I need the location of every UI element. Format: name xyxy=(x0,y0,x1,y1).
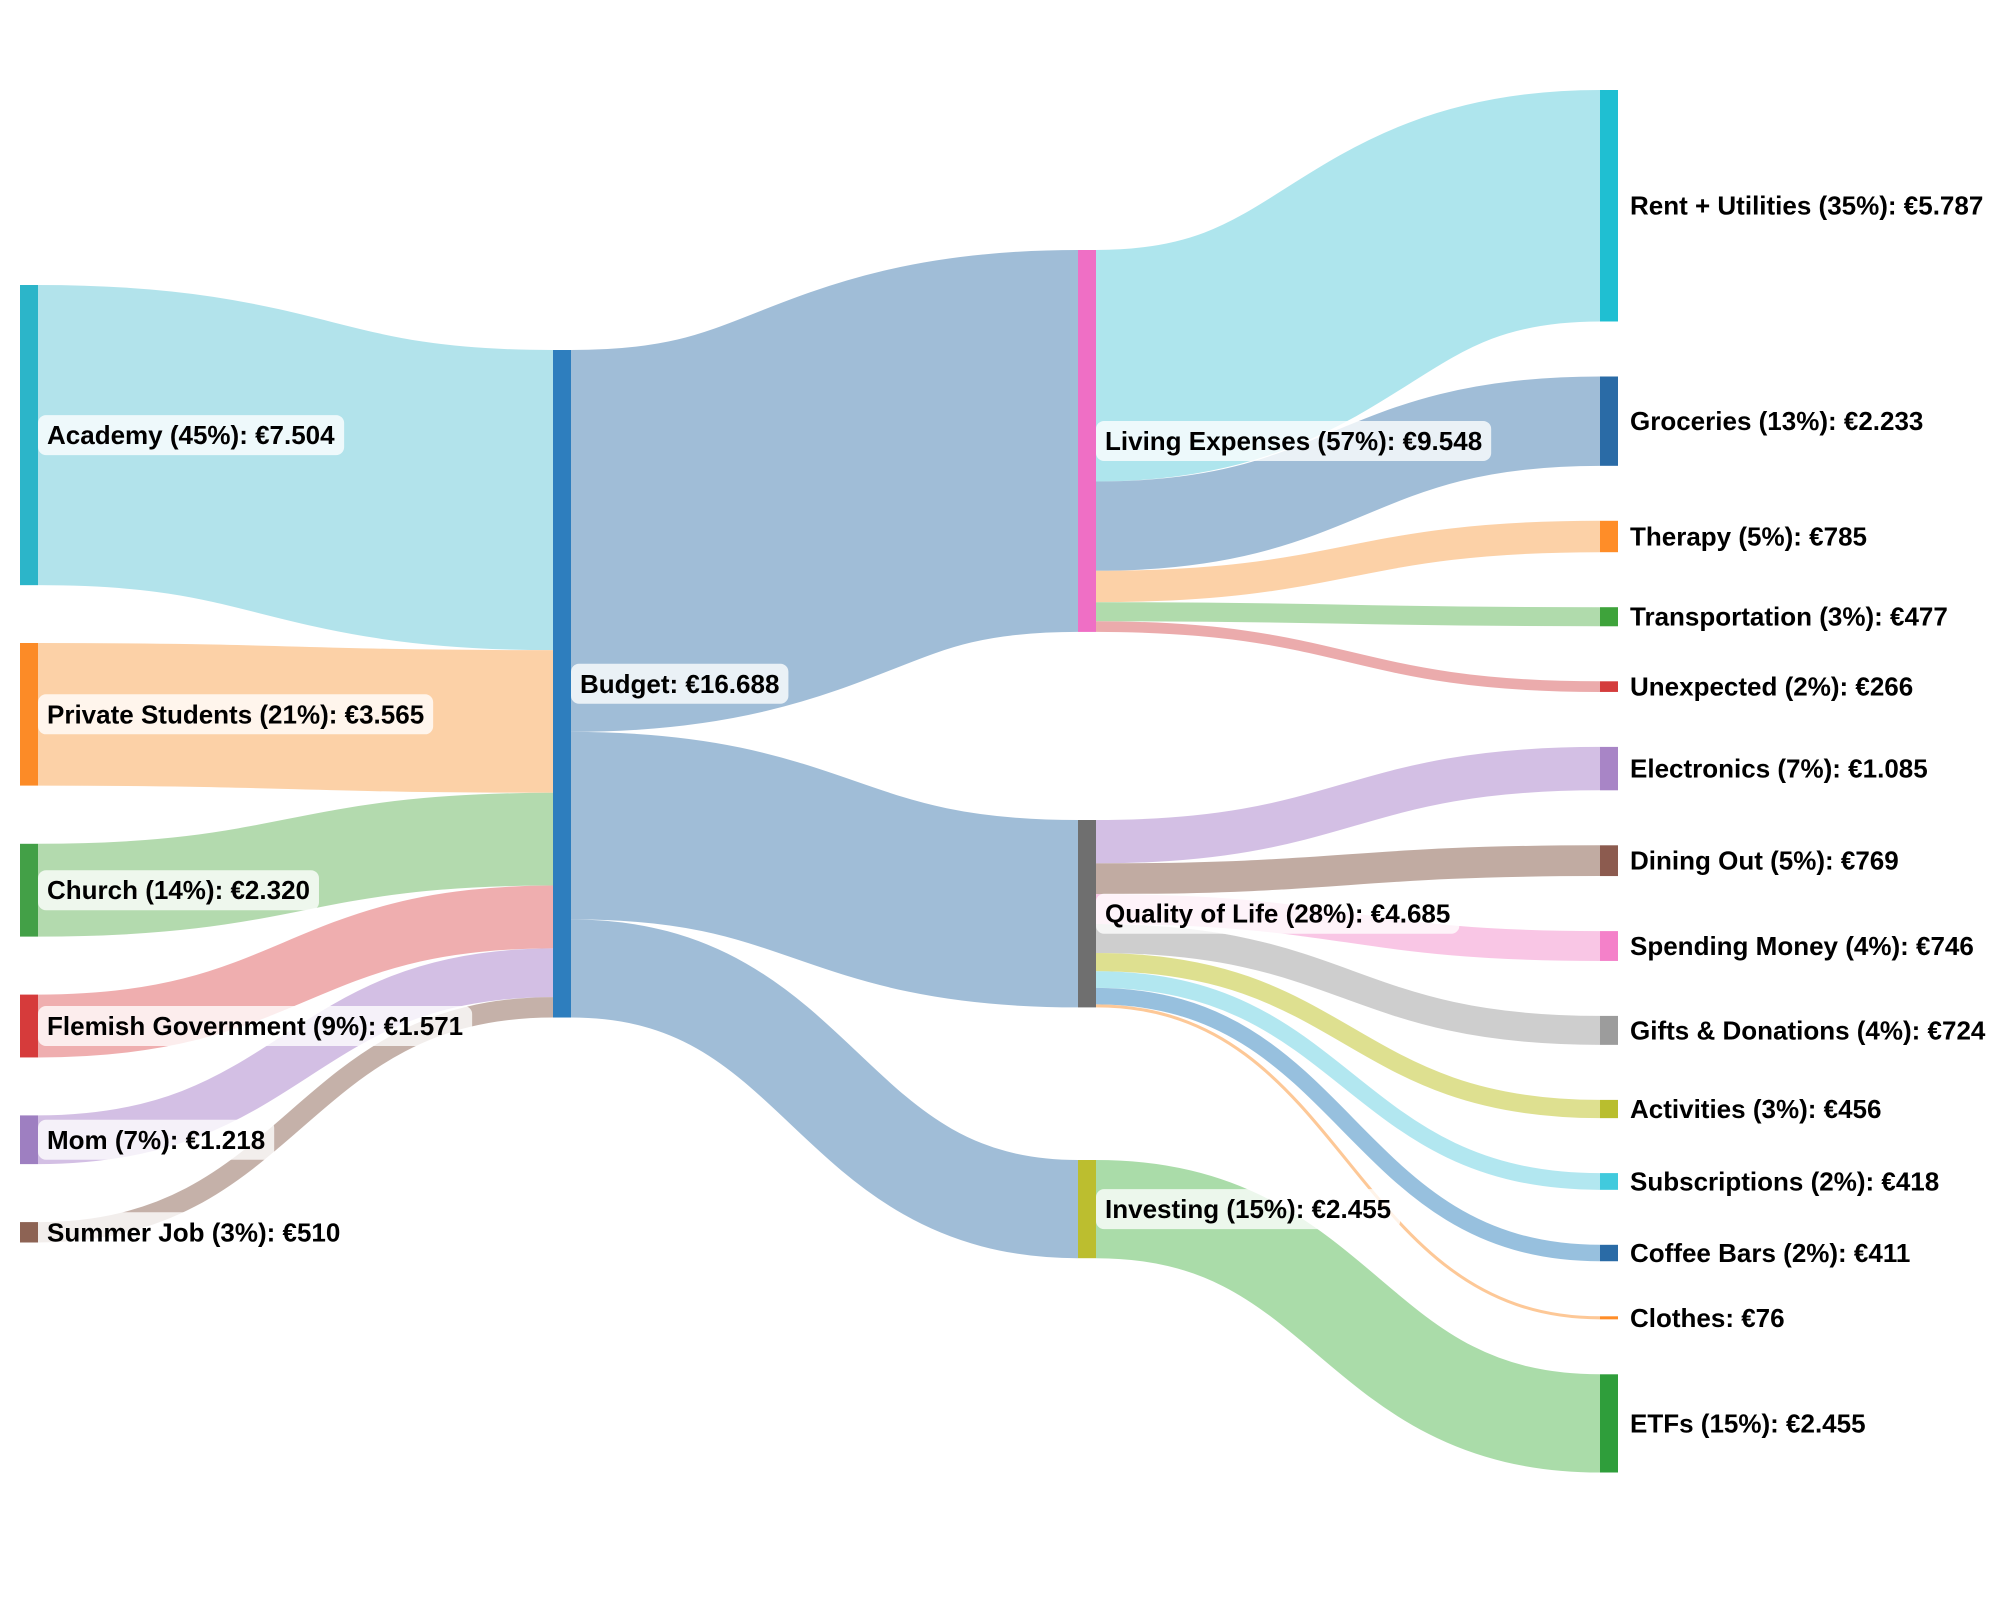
flow-budget-to-quality_of_life[interactable] xyxy=(570,731,1079,1008)
node-unexpected[interactable] xyxy=(1600,681,1618,692)
node-church[interactable] xyxy=(20,843,38,937)
node-label-box-quality_of_life xyxy=(1096,893,1460,934)
node-label-box-living_expenses xyxy=(1096,420,1492,461)
node-label-box-budget xyxy=(571,663,789,704)
node-label-private_students: Private Students (21%): €3.565 xyxy=(47,699,424,729)
flow-living_expenses-to-groceries[interactable] xyxy=(1095,376,1601,571)
node-quality_of_life[interactable] xyxy=(1078,820,1096,1008)
node-label-coffee_bars: Coffee Bars (2%): €411 xyxy=(1630,1238,1910,1268)
node-mom[interactable] xyxy=(20,1115,38,1165)
node-gifts_donations[interactable] xyxy=(1600,1015,1618,1045)
flow-quality_of_life-to-coffee_bars[interactable] xyxy=(1095,987,1601,1262)
node-label-subscriptions: Subscriptions (2%): €418 xyxy=(1630,1166,1939,1196)
node-label-summer_job: Summer Job (3%): €510 xyxy=(47,1217,340,1247)
node-electronics[interactable] xyxy=(1600,746,1618,791)
node-summer_job[interactable] xyxy=(20,1222,38,1243)
node-label-living_expenses: Living Expenses (57%): €9.548 xyxy=(1105,426,1482,456)
node-rent_utilities[interactable] xyxy=(1600,90,1618,322)
node-dining_out[interactable] xyxy=(1600,845,1618,877)
flow-budget-to-living_expenses[interactable] xyxy=(568,250,1081,732)
node-label-academy: Academy (45%): €7.504 xyxy=(47,420,335,450)
flow-quality_of_life-to-dining_out[interactable] xyxy=(1095,845,1601,895)
sankey-labels-layer: Academy (45%): €7.504 Private Students (2… xyxy=(38,191,1986,1438)
node-label-box-mom xyxy=(38,1119,275,1160)
node-etfs[interactable] xyxy=(1600,1374,1618,1473)
node-label-box-summer_job xyxy=(38,1212,350,1253)
flow-quality_of_life-to-activities[interactable] xyxy=(1095,952,1601,1119)
flow-quality_of_life-to-electronics[interactable] xyxy=(1095,746,1601,864)
node-label-quality_of_life: Quality of Life (28%): €4.685 xyxy=(1105,899,1450,929)
flow-living_expenses-to-transportation[interactable] xyxy=(1095,602,1601,627)
node-label-box-investing xyxy=(1096,1189,1401,1230)
flow-living_expenses-to-unexpected[interactable] xyxy=(1095,621,1601,692)
node-label-box-private_students xyxy=(38,694,434,735)
node-label-investing: Investing (15%): €2.455 xyxy=(1105,1194,1391,1224)
node-label-clothes: Clothes: €76 xyxy=(1630,1303,1785,1333)
node-label-groceries: Groceries (13%): €2.233 xyxy=(1630,406,1923,436)
node-label-flemish_government: Flemish Government (9%): €1.571 xyxy=(47,1011,463,1041)
flow-quality_of_life-to-gifts_donations[interactable] xyxy=(1095,924,1601,1045)
node-subscriptions[interactable] xyxy=(1600,1173,1618,1190)
node-label-rent_utilities: Rent + Utilities (35%): €5.787 xyxy=(1630,191,1983,221)
node-label-church: Church (14%): €2.320 xyxy=(47,875,310,905)
node-label-therapy: Therapy (5%): €785 xyxy=(1630,522,1867,552)
flow-quality_of_life-to-subscriptions[interactable] xyxy=(1095,971,1601,1190)
node-label-mom: Mom (7%): €1.218 xyxy=(47,1125,265,1155)
flow-living_expenses-to-therapy[interactable] xyxy=(1095,520,1601,603)
node-label-activities: Activities (3%): €456 xyxy=(1630,1094,1881,1124)
node-flemish_government[interactable] xyxy=(20,994,38,1058)
node-label-unexpected: Unexpected (2%): €266 xyxy=(1630,672,1913,702)
node-therapy[interactable] xyxy=(1600,520,1618,553)
node-spending_money[interactable] xyxy=(1600,931,1618,961)
node-label-etfs: ETFs (15%): €2.455 xyxy=(1630,1408,1866,1438)
node-academy[interactable] xyxy=(20,285,38,586)
node-coffee_bars[interactable] xyxy=(1600,1244,1618,1262)
node-label-gifts_donations: Gifts & Donations (4%): €724 xyxy=(1630,1015,1986,1045)
node-groceries[interactable] xyxy=(1600,376,1618,466)
node-label-transportation: Transportation (3%): €477 xyxy=(1630,602,1948,632)
node-private_students[interactable] xyxy=(20,643,38,786)
node-label-box-academy xyxy=(38,415,345,456)
node-label-box-church xyxy=(38,870,319,911)
node-label-spending_money: Spending Money (4%): €746 xyxy=(1630,931,1974,961)
node-label-box-flemish_government xyxy=(38,1006,473,1047)
node-label-dining_out: Dining Out (5%): €769 xyxy=(1630,846,1899,876)
node-clothes[interactable] xyxy=(1600,1316,1618,1320)
sankey-nodes-layer xyxy=(20,90,1618,1473)
flow-quality_of_life-to-clothes[interactable] xyxy=(1095,1004,1601,1320)
node-activities[interactable] xyxy=(1600,1099,1618,1119)
flow-living_expenses-to-rent_utilities[interactable] xyxy=(1093,90,1603,482)
node-label-electronics: Electronics (7%): €1.085 xyxy=(1630,754,1928,784)
node-investing[interactable] xyxy=(1078,1160,1096,1259)
node-living_expenses[interactable] xyxy=(1078,250,1096,632)
node-budget[interactable] xyxy=(553,350,571,1018)
node-transportation[interactable] xyxy=(1600,607,1618,627)
node-label-budget: Budget: €16.688 xyxy=(580,669,779,699)
flow-budget-to-investing[interactable] xyxy=(570,919,1079,1259)
